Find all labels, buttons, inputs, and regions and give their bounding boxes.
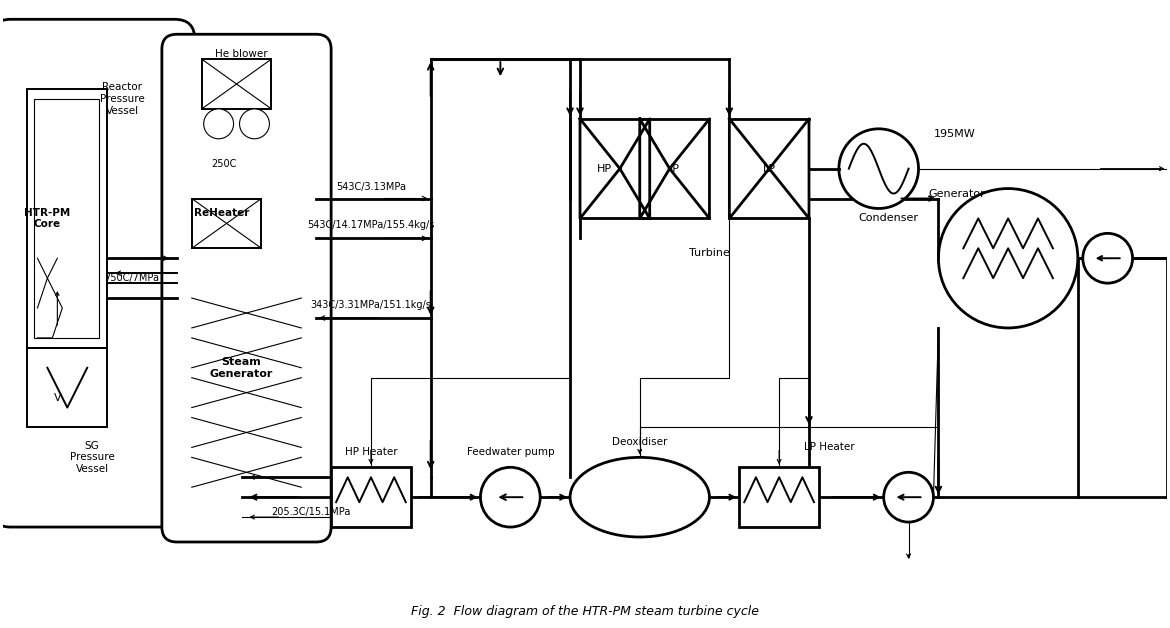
Bar: [27, 89, 108, 348]
Text: V: V: [54, 392, 61, 403]
FancyBboxPatch shape: [0, 19, 194, 527]
Text: 543C/3.13MPa: 543C/3.13MPa: [336, 181, 406, 192]
Bar: [739, 467, 819, 527]
Polygon shape: [620, 119, 649, 219]
Text: 343C/3.31MPa/151.1kg/s: 343C/3.31MPa/151.1kg/s: [310, 300, 432, 310]
Circle shape: [481, 467, 541, 527]
Circle shape: [883, 472, 934, 522]
Text: Fig. 2  Flow diagram of the HTR-PM steam turbine cycle: Fig. 2 Flow diagram of the HTR-PM steam …: [411, 605, 759, 618]
Text: HTR-PM
Core: HTR-PM Core: [25, 208, 70, 229]
Circle shape: [1082, 234, 1133, 283]
Bar: [34, 99, 99, 338]
Polygon shape: [640, 119, 669, 219]
Text: Steam
Generator: Steam Generator: [209, 357, 274, 379]
Text: Feedwater pump: Feedwater pump: [467, 447, 555, 457]
Circle shape: [839, 129, 918, 208]
Text: Condenser: Condenser: [859, 214, 918, 224]
Text: 250C: 250C: [212, 159, 238, 169]
Text: HP Heater: HP Heater: [345, 447, 398, 457]
Text: ReHeater: ReHeater: [194, 208, 249, 219]
Circle shape: [204, 109, 234, 139]
Text: LP: LP: [763, 164, 776, 174]
Ellipse shape: [570, 457, 709, 537]
Circle shape: [240, 109, 269, 139]
Text: 205.3C/15.1MPa: 205.3C/15.1MPa: [271, 507, 351, 517]
Bar: [201, 59, 271, 109]
Polygon shape: [729, 119, 769, 219]
Polygon shape: [580, 119, 620, 219]
Text: IP: IP: [669, 164, 680, 174]
Text: SG
Pressure
Vessel: SG Pressure Vessel: [70, 441, 115, 474]
Text: 543C/14.17MPa/155.4kg/s: 543C/14.17MPa/155.4kg/s: [308, 220, 434, 230]
Text: Deoxidiser: Deoxidiser: [612, 438, 667, 447]
FancyBboxPatch shape: [161, 35, 331, 542]
Text: Generator: Generator: [929, 188, 985, 198]
Text: HP: HP: [598, 164, 612, 174]
Text: LP Heater: LP Heater: [804, 442, 854, 452]
Text: 750C/7MPa: 750C/7MPa: [104, 273, 159, 283]
Polygon shape: [769, 119, 808, 219]
Text: Reactor
Pressure
Vessel: Reactor Pressure Vessel: [99, 82, 144, 116]
Polygon shape: [669, 119, 709, 219]
Bar: [192, 198, 261, 248]
Bar: [27, 348, 108, 428]
Text: He blower: He blower: [215, 49, 268, 59]
Bar: [331, 467, 411, 527]
Text: 195MW: 195MW: [934, 129, 976, 139]
Text: Turbine: Turbine: [689, 248, 730, 258]
Circle shape: [938, 188, 1078, 328]
